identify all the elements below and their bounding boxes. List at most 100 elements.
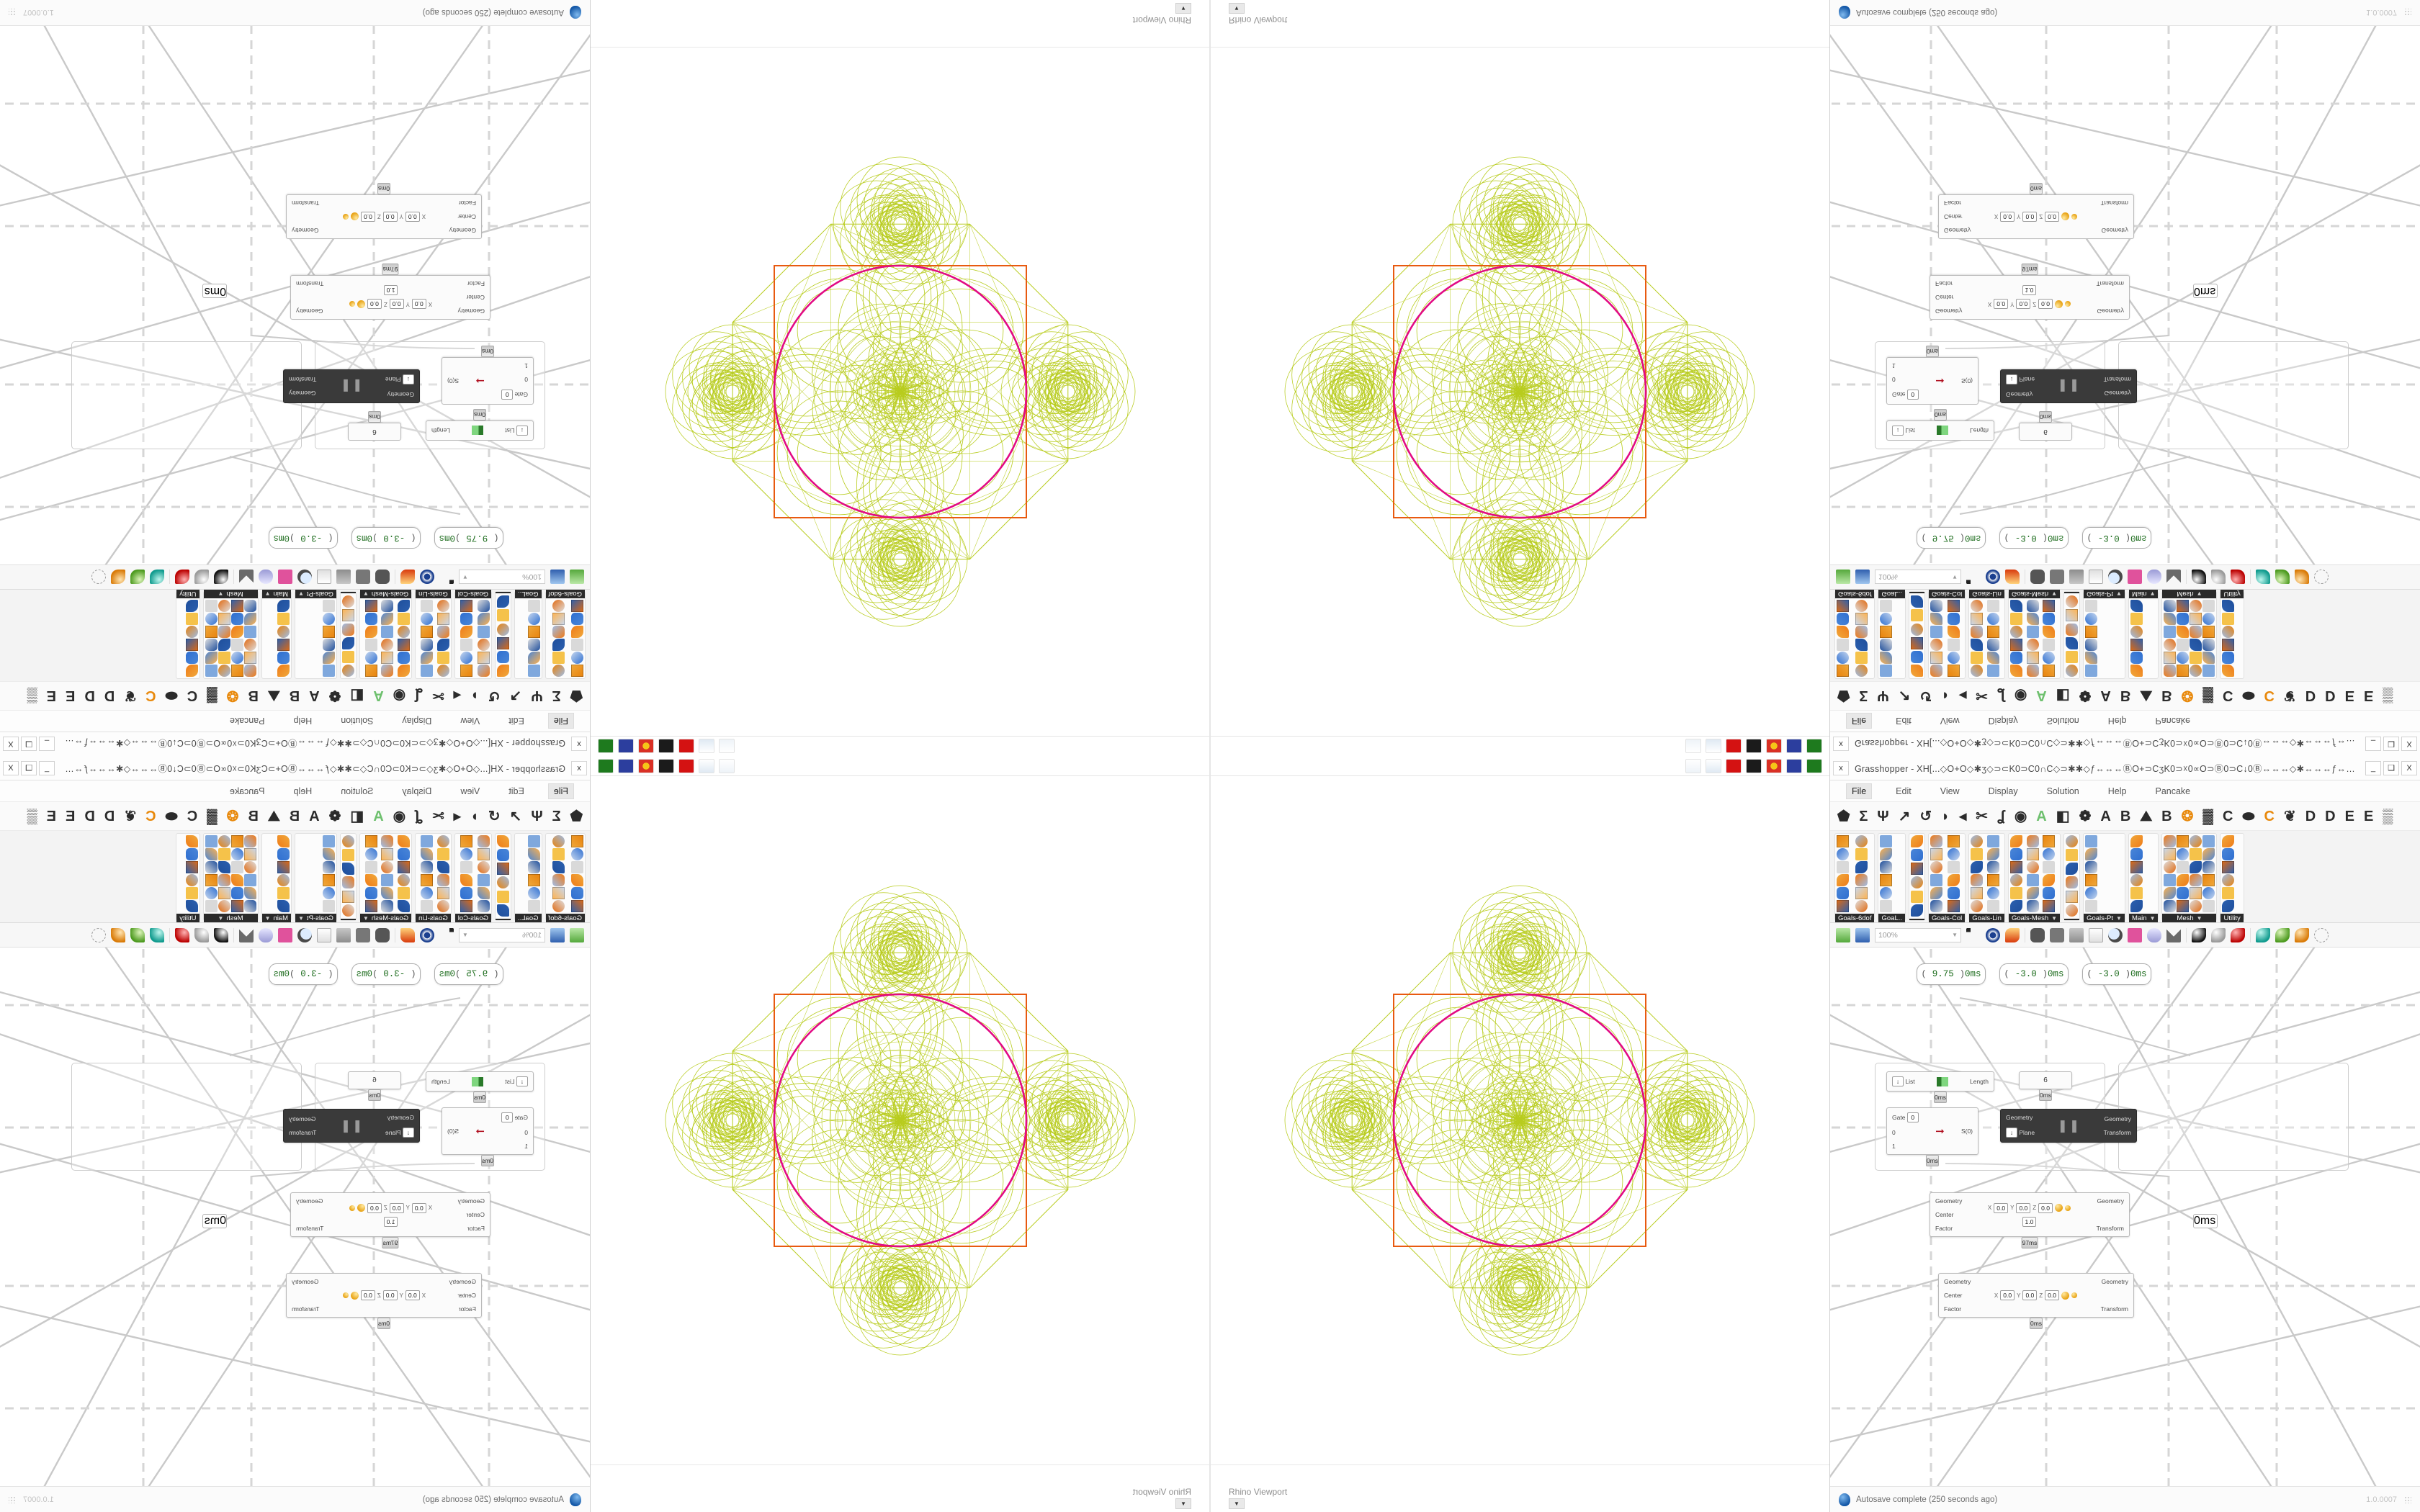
slider-left-bracket[interactable]: ( [328, 533, 333, 543]
component-icon[interactable] [571, 626, 583, 638]
stopsign-icon[interactable] [1726, 739, 1742, 754]
maximize-button[interactable]: ❑ [21, 737, 37, 752]
component-tab-glyph[interactable]: E [2363, 688, 2374, 704]
ribbon-icon-grid[interactable] [496, 593, 511, 678]
port-1[interactable]: 1 [524, 1143, 528, 1150]
numeric-input[interactable]: 0.0 [2022, 1290, 2038, 1300]
bake-flame-icon[interactable] [2005, 570, 2020, 585]
component-icon[interactable] [552, 900, 565, 912]
component-icon[interactable] [1911, 595, 1924, 608]
chevron-down-icon[interactable]: ▼ [2149, 915, 2156, 922]
component-tab-glyph[interactable]: C [2222, 808, 2233, 824]
node-output-ports[interactable]: Length [1970, 1078, 1989, 1085]
component-icon[interactable] [2222, 900, 2235, 912]
notes-icon[interactable] [699, 758, 714, 773]
menu-item-pancake[interactable]: Pancake [2155, 786, 2191, 796]
port-geometry-out[interactable]: Geometry [289, 390, 316, 397]
ribbon-icon-grid[interactable] [2129, 598, 2159, 678]
port-list[interactable]: ↓ List [1892, 426, 1915, 436]
component-icon[interactable] [230, 861, 243, 873]
ribbon-group-label[interactable]: Goals-Col [1929, 589, 1966, 598]
port-factor[interactable]: Factor [1935, 1225, 1953, 1232]
calculator-icon[interactable] [719, 739, 735, 754]
canvas-toolbar[interactable]: 100% ▼ [0, 923, 590, 948]
component-tab-glyph[interactable]: E [66, 688, 76, 704]
slider-right-bracket[interactable]: ) [2125, 533, 2130, 543]
component-icon[interactable] [230, 874, 243, 886]
scale-component[interactable]: Geometry Center Factor X 0.0 Y 0.0 Z 0.0 Geometry… [1938, 1273, 2134, 1329]
component-icon[interactable] [420, 887, 433, 899]
fit-view-icon[interactable] [1966, 927, 1971, 932]
menu-item-pancake[interactable]: Pancake [2155, 716, 2191, 726]
port-1[interactable]: 1 [1892, 1143, 1896, 1150]
numeric-input[interactable]: 0.0 [411, 299, 426, 310]
component-icon[interactable] [1971, 600, 1984, 612]
component-icon[interactable] [2009, 835, 2022, 847]
component-tab-glyph[interactable]: ❁ [2079, 808, 2092, 824]
ribbon-icon-grid[interactable] [546, 598, 585, 678]
component-icon[interactable] [2085, 652, 2098, 664]
component-tab-glyph[interactable]: ▓ [2202, 688, 2213, 704]
flatten-icon[interactable]: ↓ [2006, 374, 2017, 384]
ribbon-group-label[interactable]: Goals-Mesh ▼ [359, 589, 412, 598]
port-factor[interactable]: Factor [458, 1305, 476, 1313]
component-icon[interactable] [2026, 613, 2039, 625]
component-icon[interactable] [185, 626, 198, 638]
component-icon[interactable] [2043, 665, 2056, 677]
component-icon[interactable] [571, 639, 583, 651]
ribbon-icon-grid[interactable] [455, 598, 491, 678]
menu-item-display[interactable]: Display [402, 786, 432, 796]
component-icon[interactable] [185, 600, 198, 612]
menu-bar[interactable]: File Edit View Display Solution Help Pancake [0, 710, 590, 732]
component-tab-glyph[interactable]: B [248, 808, 259, 824]
document-icon[interactable] [317, 570, 331, 585]
component-icon[interactable] [2190, 848, 2202, 860]
component-icon[interactable] [1930, 861, 1943, 873]
component-icon[interactable] [1880, 861, 1893, 873]
component-icon[interactable] [1930, 626, 1943, 638]
gha-assembly-icon[interactable] [336, 570, 351, 585]
ribbon-group-label[interactable]: Goals-Mesh ▼ [359, 914, 412, 923]
orient-component[interactable]: Geometry ↓ Plane ❚❚ Geometry Transform [2000, 1109, 2137, 1143]
component-icon[interactable] [2066, 876, 2079, 889]
ribbon-icon-grid[interactable] [1909, 834, 1924, 919]
component-tab-glyph[interactable]: ✂ [431, 688, 444, 704]
component-icon[interactable] [230, 848, 243, 860]
orient-component[interactable]: Geometry ↓ Plane ❚❚ Geometry Transform [283, 1109, 420, 1143]
component-tab-glyph[interactable]: D [104, 808, 115, 824]
flatten-icon[interactable]: ↓ [2006, 1128, 2017, 1138]
component-icon[interactable] [552, 613, 565, 625]
menu-item-edit[interactable]: Edit [1896, 716, 1912, 726]
component-icon[interactable] [1987, 900, 2000, 912]
number-slider[interactable]: (-3.0) 0ms [269, 527, 338, 549]
component-icon[interactable] [1880, 900, 1893, 912]
scale-component[interactable]: Geometry Center Factor X 0.0 Y 0.0 Z 0.0 Geometry… [286, 1273, 482, 1329]
component-icon[interactable] [205, 861, 218, 873]
component-icon[interactable] [230, 639, 243, 651]
component-tab-glyph[interactable]: Ψ [1877, 688, 1889, 704]
numeric-input[interactable]: 0.0 [2016, 299, 2031, 310]
component-tab-glyph[interactable]: ◉ [393, 688, 406, 704]
component-icon[interactable] [398, 665, 411, 677]
component-icon[interactable] [1880, 665, 1893, 677]
component-icon[interactable] [398, 900, 411, 912]
component-icon[interactable] [364, 652, 377, 664]
ribbon-group-goals-6dof[interactable]: Goals-6dof [1834, 833, 1876, 922]
component-icon[interactable] [2009, 887, 2022, 899]
component-icon[interactable] [381, 835, 394, 847]
list-length-component[interactable]: ↓ List Length 0ms [1886, 409, 1994, 441]
component-icon[interactable] [2202, 848, 2215, 860]
ribbon-icon-grid[interactable] [262, 834, 292, 914]
ribbon-group-label[interactable]: Goals-6dof [1835, 914, 1875, 922]
component-icon[interactable] [341, 650, 354, 663]
component-icon[interactable] [2085, 613, 2098, 625]
component-icon[interactable] [496, 623, 509, 636]
component-icon[interactable] [230, 665, 243, 677]
component-icon[interactable] [2026, 874, 2039, 886]
component-tab-glyph[interactable]: ʆ [415, 688, 423, 704]
ribbon-group-goals-lin[interactable]: Goals-Lin [1968, 589, 2005, 679]
chevron-down-icon[interactable]: ▼ [264, 915, 271, 922]
component-icon[interactable] [2222, 861, 2235, 873]
